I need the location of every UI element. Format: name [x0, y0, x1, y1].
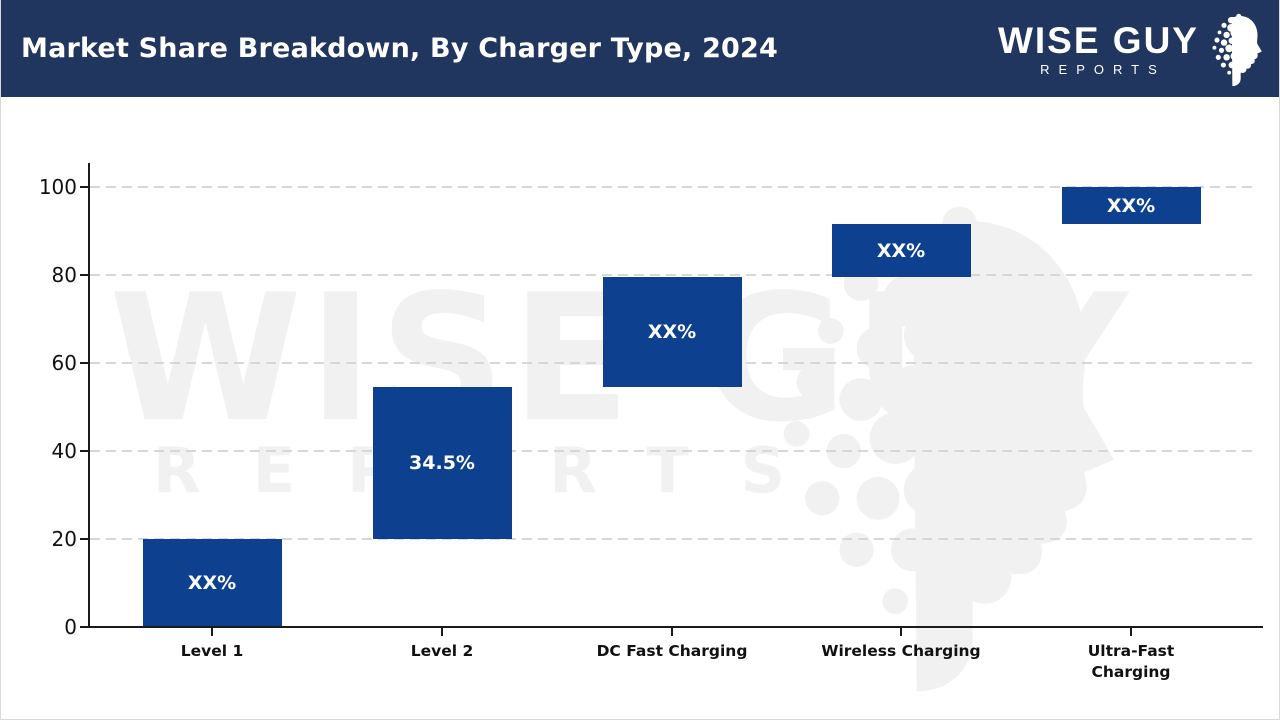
bar-4: XX%: [831, 224, 971, 278]
y-tick: [80, 362, 88, 364]
y-gridline: [90, 450, 1256, 452]
bar-value-label: XX%: [187, 572, 237, 594]
x-tick: [671, 628, 673, 636]
x-category-label: Level 1: [180, 642, 244, 660]
y-tick-label: 80: [51, 263, 77, 287]
bar-value-label: XX%: [1106, 194, 1156, 217]
x-tick: [1130, 628, 1132, 636]
logo-wordmark: WISE GUY: [997, 19, 1199, 61]
logo-head-icon: [1212, 13, 1262, 86]
x-axis-line: [88, 626, 1263, 628]
y-tick-label: 0: [64, 615, 77, 639]
y-tick-label: 40: [51, 439, 77, 463]
bar-2: 34.5%: [372, 387, 512, 539]
y-tick-label: 100: [38, 175, 77, 199]
bar-value-label: XX%: [647, 321, 697, 344]
y-gridline: [90, 538, 1256, 540]
x-category-label: Level 2: [410, 642, 474, 660]
logo-subtitle: REPORTS: [1040, 61, 1166, 77]
x-tick: [441, 628, 443, 636]
y-tick: [80, 186, 88, 188]
y-tick: [80, 538, 88, 540]
y-tick: [80, 274, 88, 276]
y-gridline: [90, 274, 1256, 276]
header-bar: Market Share Breakdown, By Charger Type,…: [1, 0, 1279, 97]
bar-3: XX%: [602, 277, 742, 388]
x-tick: [211, 628, 213, 636]
logo-text: WISE GUY REPORTS: [998, 22, 1199, 76]
y-axis-line: [88, 163, 90, 628]
x-category-label: Ultra-Fast Charging: [1087, 642, 1175, 681]
bar-1: XX%: [142, 539, 282, 627]
wise-guy-reports-logo: WISE GUY REPORTS: [998, 9, 1265, 89]
x-tick: [900, 628, 902, 636]
x-category-label: Wireless Charging: [821, 642, 981, 660]
bar-5: XX%: [1061, 187, 1201, 225]
y-tick-label: 60: [51, 351, 77, 375]
x-category-label: DC Fast Charging: [596, 642, 748, 660]
bar-value-label: 34.5%: [409, 452, 475, 475]
y-tick: [80, 626, 88, 628]
y-gridline: [90, 186, 1256, 188]
y-tick: [80, 450, 88, 452]
y-tick-label: 20: [51, 527, 77, 551]
bar-value-label: XX%: [876, 239, 926, 262]
page-title: Market Share Breakdown, By Charger Type,…: [21, 33, 779, 64]
